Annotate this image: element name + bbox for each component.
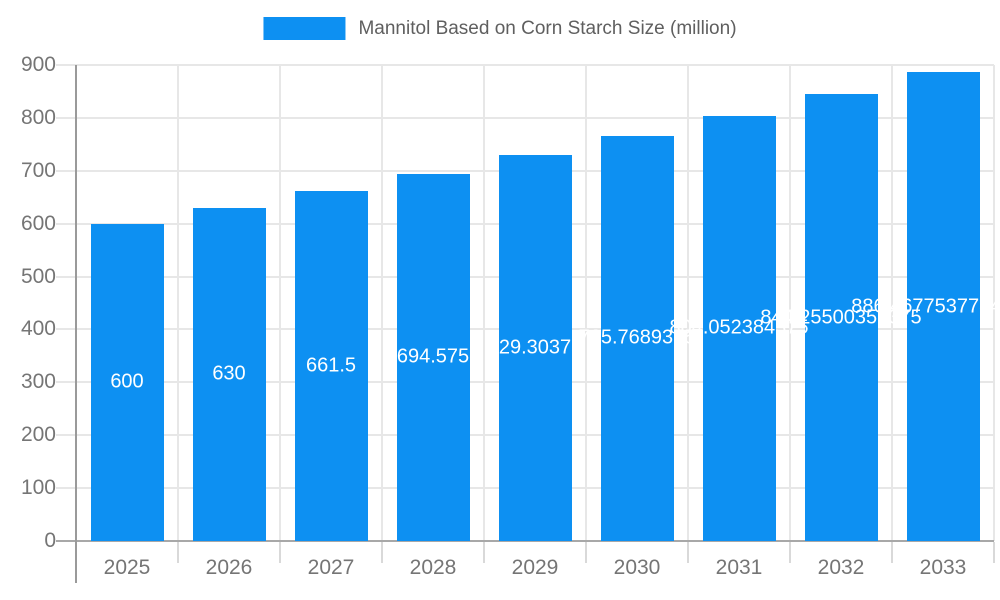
y-axis-tick-label: 800 [20,105,56,129]
gridline-x-boundary [687,65,689,541]
x-axis-category-label: 2031 [715,556,763,579]
bar-value-label-2033: 886.4677537734375 [851,295,1000,318]
x-axis-tick [789,542,791,563]
bar-2029[interactable] [498,155,572,541]
y-axis-tick-label: 600 [20,211,56,235]
y-axis-tick-label: 300 [20,370,56,394]
bar-value-label-2027: 661.5 [305,354,357,377]
bar-value-label-2030: 765.7689375 [578,326,696,349]
gridline-x-boundary [483,65,485,541]
gridline-x-boundary [279,65,281,541]
bar-2031[interactable] [702,115,776,541]
gridline-x-boundary [891,65,893,541]
y-axis-tick-label: 200 [20,423,56,447]
y-axis-tick-label: 500 [20,264,56,288]
gridline-y-900 [56,64,994,66]
gridline-x-boundary [177,65,179,541]
x-axis-category-label: 2025 [103,556,151,579]
y-axis-line [75,65,77,583]
x-axis-tick [891,542,893,563]
bar-2030[interactable] [600,135,674,541]
legend-swatch-icon [263,17,346,40]
gridline-y-800 [56,116,994,119]
x-axis-tick [279,542,281,563]
bar-2025[interactable] [90,223,164,541]
gridline-x-boundary [585,65,587,541]
bar-2033[interactable] [906,72,980,541]
x-axis-category-label: 2028 [409,556,457,579]
y-axis-tick-label: 100 [20,476,56,500]
bar-value-label-2026: 630 [212,362,246,385]
x-axis-tick [483,542,485,563]
bar-2028[interactable] [396,173,470,541]
y-axis-tick-label: 900 [20,53,56,76]
x-axis-tick [381,542,383,563]
bar-value-label-2025: 600 [110,370,144,393]
y-axis-tick-label: 0 [44,529,56,552]
gridline-x-boundary [381,65,383,541]
y-axis-tick-label: 400 [20,317,56,341]
y-axis-tick-label: 700 [20,158,56,182]
x-axis-tick [993,542,995,563]
x-axis-category-label: 2032 [817,556,865,579]
legend-label: Mannitol Based on Corn Starch Size (mill… [358,17,737,39]
x-axis-category-label: 2026 [205,556,253,579]
bar-2026[interactable] [192,207,266,541]
x-axis-tick [585,542,587,563]
bar-2027[interactable] [294,191,368,541]
gridline-x-boundary [789,65,791,541]
legend[interactable]: Mannitol Based on Corn Starch Size (mill… [263,17,737,40]
x-axis-category-label: 2027 [307,556,355,579]
bar-value-label-2032: 844.25500359375 [760,306,922,329]
x-axis-tick [687,542,689,563]
bar-value-label-2029: 729.30375 [487,336,583,359]
bar-value-label-2028: 694.575 [396,345,470,368]
x-axis-category-label: 2029 [511,556,559,579]
bar-2032[interactable] [804,94,878,541]
gridline-x-boundary [993,65,995,541]
x-axis-category-label: 2033 [919,556,967,579]
x-axis-line [56,540,994,542]
x-axis-tick [177,542,179,563]
x-axis-category-label: 2030 [613,556,661,579]
bar-value-label-2031: 804.052384375 [669,316,809,339]
